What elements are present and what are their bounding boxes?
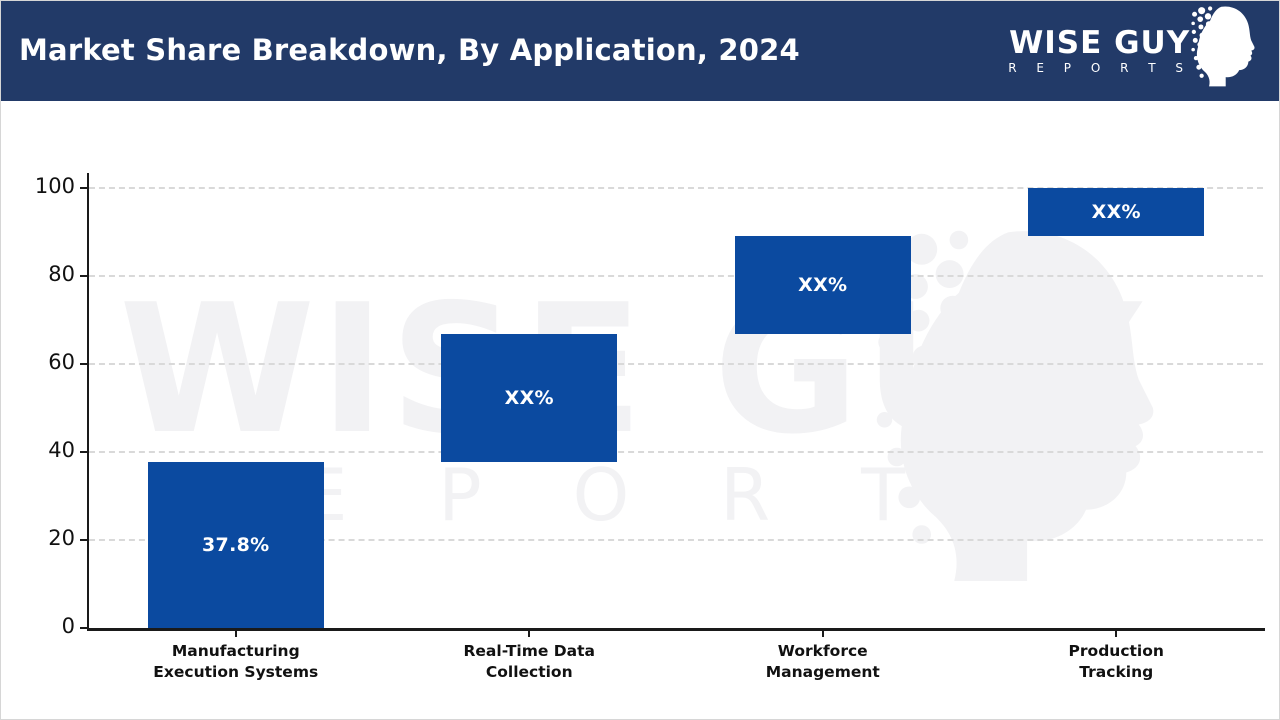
x-category-label-line: Execution Systems	[153, 663, 319, 681]
x-category-label-line: Collection	[485, 663, 573, 681]
y-axis-tick	[80, 275, 88, 277]
x-category-label-line: Workforce	[777, 642, 868, 660]
x-category-label-line: Tracking	[1079, 663, 1154, 681]
x-category-label-line: Management	[765, 663, 880, 681]
y-axis-tick	[80, 451, 88, 453]
grid-line	[89, 275, 1263, 277]
x-category-label-line: Production	[1068, 642, 1164, 660]
bar-segment: XX%	[1028, 188, 1205, 236]
x-axis-tick	[1115, 631, 1118, 637]
brand-logo: WISE GUY R E P O R T S	[1008, 5, 1273, 97]
x-category-label-line: Real-Time Data	[463, 642, 595, 660]
grid-line	[89, 187, 1263, 189]
header-band: Market Share Breakdown, By Application, …	[1, 1, 1279, 101]
brand-face-icon	[1191, 6, 1255, 87]
y-tick-label: 20	[48, 526, 75, 550]
bar-value-label: XX%	[1091, 200, 1141, 223]
bar-segment: 37.8%	[147, 461, 324, 628]
y-axis-spine	[87, 173, 89, 630]
x-axis-tick	[821, 631, 824, 637]
bar-value-label: 37.8%	[202, 533, 270, 556]
brand-logo-text: WISE GUY R E P O R T S	[1008, 27, 1191, 75]
y-axis-tick	[80, 363, 88, 365]
y-tick-label: 80	[48, 262, 75, 286]
chart-title: Market Share Breakdown, By Application, …	[19, 33, 800, 67]
bar-segment: XX%	[734, 235, 911, 335]
x-category-label: Real-Time Data Collection	[383, 641, 677, 683]
x-category-label: Workforce Management	[676, 641, 970, 683]
bar-segment: XX%	[441, 334, 618, 462]
y-axis-tick	[80, 539, 88, 541]
brand-subtitle: R E P O R T S	[1008, 61, 1191, 75]
bar-value-label: XX%	[504, 386, 554, 409]
x-axis-spine	[87, 628, 1265, 631]
y-tick-label: 40	[48, 438, 75, 462]
y-axis-tick	[80, 187, 88, 189]
grid-line	[89, 363, 1263, 365]
brand-name: WISE GUY	[1009, 25, 1191, 61]
x-category-label: Production Tracking	[970, 641, 1264, 683]
bar-value-label: XX%	[798, 274, 848, 296]
x-axis-tick	[234, 631, 237, 637]
y-tick-label: 100	[34, 174, 75, 198]
y-tick-label: 60	[48, 350, 75, 374]
x-category-label: Manufacturing Execution Systems	[89, 641, 383, 683]
x-category-label-line: Manufacturing	[171, 642, 300, 660]
x-axis-tick	[528, 631, 531, 637]
grid-line	[89, 451, 1263, 453]
y-tick-label: 0	[61, 614, 75, 638]
y-axis-tick	[80, 627, 88, 629]
grid-line	[89, 539, 1263, 541]
